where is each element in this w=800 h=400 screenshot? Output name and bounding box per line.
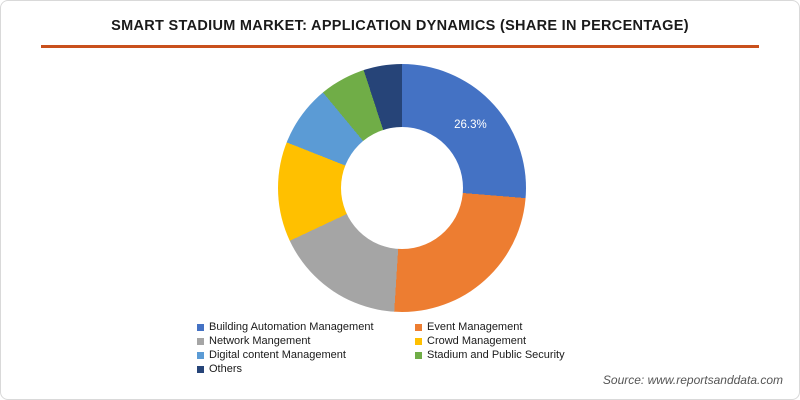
legend-label: Others (209, 363, 243, 375)
legend-swatch (197, 366, 204, 373)
legend-label: Crowd Management (427, 335, 527, 347)
chart-legend: Building Automation Management Event Mana… (197, 321, 630, 376)
legend-swatch (197, 352, 204, 359)
legend-label: Building Automation Management (209, 321, 374, 333)
legend-swatch (415, 352, 422, 359)
title-underline-rule (41, 45, 759, 48)
legend-swatch (415, 338, 422, 345)
source-credit: Source: www.reportsanddata.com (602, 373, 783, 387)
legend-item: Crowd Management (415, 335, 630, 348)
slice-data-label: 26.3% (454, 118, 487, 131)
donut-chart: 26.3% (278, 64, 526, 312)
legend-label: Network Mangement (209, 335, 311, 347)
legend-label: Event Management (427, 321, 523, 333)
legend-label: Stadium and Public Security (427, 349, 565, 361)
donut-hole (341, 127, 463, 249)
legend-item: Others (197, 363, 415, 376)
legend-label: Digital content Management (209, 349, 346, 361)
legend-swatch (197, 338, 204, 345)
legend-swatch (197, 324, 204, 331)
chart-title: SMART STADIUM MARKET: APPLICATION DYNAMI… (111, 18, 689, 34)
legend-item: Event Management (415, 321, 630, 334)
legend-item: Stadium and Public Security (415, 349, 630, 362)
legend-item: Network Mangement (197, 335, 415, 348)
legend-item: Building Automation Management (197, 321, 415, 334)
legend-swatch (415, 324, 422, 331)
legend-item: Digital content Management (197, 349, 415, 362)
